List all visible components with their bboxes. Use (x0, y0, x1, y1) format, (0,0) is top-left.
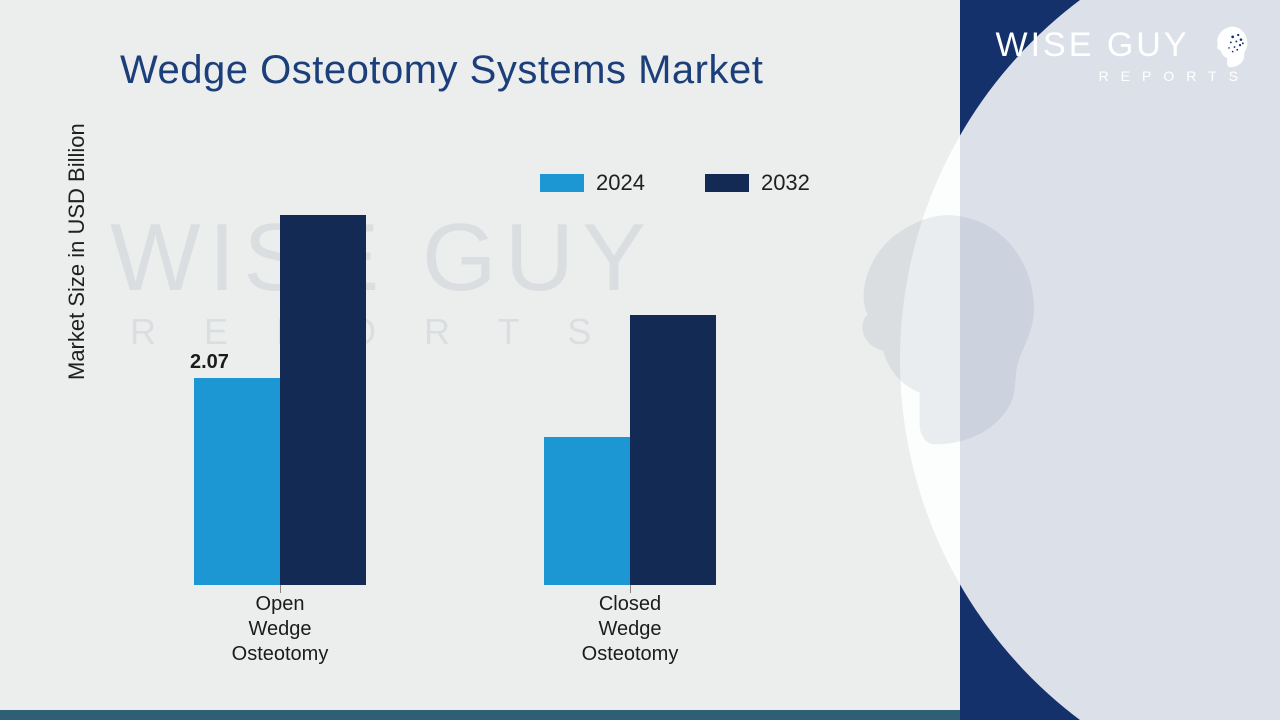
brand-head-icon (1206, 24, 1252, 70)
x-tick-mark-0 (280, 585, 281, 593)
chart-legend: 2024 2032 (540, 170, 810, 196)
legend-label-1: 2032 (761, 170, 810, 196)
legend-item-1: 2032 (705, 170, 810, 196)
x-tick-label-1: ClosedWedgeOsteotomy (530, 592, 730, 667)
bottom-accent-bar (0, 710, 960, 720)
bar-value-label: 2.07 (190, 351, 229, 374)
bar-2032-g0 (280, 215, 366, 585)
bar-group-0 (194, 215, 366, 585)
brand-word-2: GUY (1107, 26, 1190, 64)
background-circle (900, 0, 1280, 720)
x-tick-label-0: OpenWedgeOsteotomy (180, 592, 380, 667)
y-axis-label: Market Size in USD Billion (64, 123, 90, 380)
chart-canvas: WISE GUY REPORTS Wedge Osteotomy Systems… (0, 0, 1280, 720)
chart-plot-area: 2.07 (120, 215, 920, 585)
x-tick-mark-1 (630, 585, 631, 593)
bar-2024-g0 (194, 378, 280, 585)
bar-group-1 (544, 315, 716, 585)
legend-swatch-0 (540, 174, 584, 192)
chart-title: Wedge Osteotomy Systems Market (120, 48, 763, 93)
legend-swatch-1 (705, 174, 749, 192)
bar-2032-g1 (630, 315, 716, 585)
legend-label-0: 2024 (596, 170, 645, 196)
brand-word-1: WISE (996, 26, 1095, 64)
legend-item-0: 2024 (540, 170, 645, 196)
brand-logo: WISE GUY REPORTS (996, 24, 1253, 84)
bar-2024-g1 (544, 437, 630, 585)
brand-subtitle: REPORTS (996, 68, 1253, 84)
